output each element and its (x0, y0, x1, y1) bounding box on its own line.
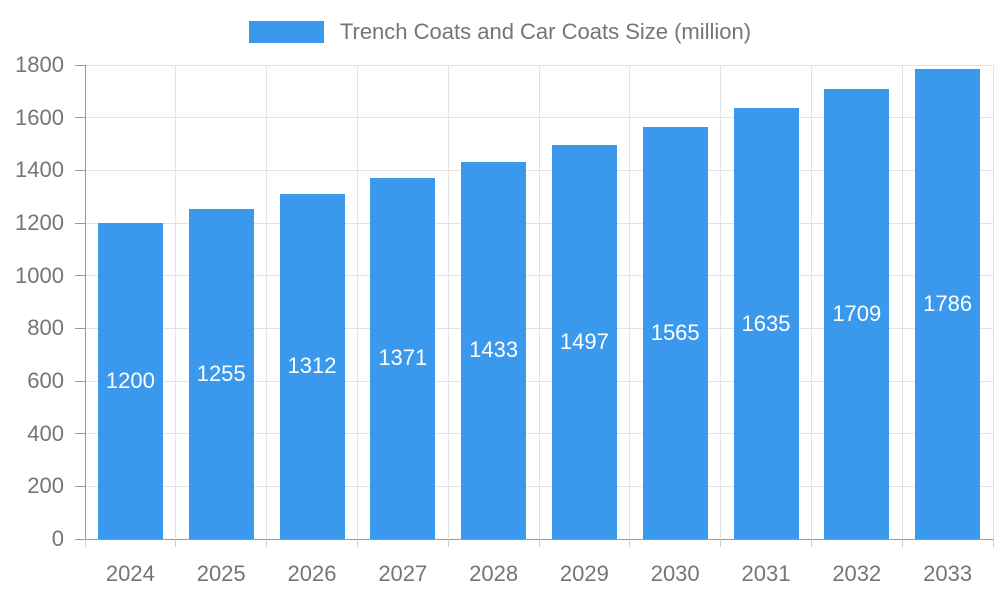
y-axis-label: 1000 (15, 262, 64, 288)
bar-value-label: 1786 (923, 290, 973, 316)
bar[interactable]: 1709 (824, 88, 890, 539)
x-gridline (901, 65, 903, 539)
y-axis-label: 1800 (15, 52, 64, 77)
legend-item[interactable]: Trench Coats and Car Coats Size (million… (0, 21, 1000, 43)
x-axis-tick (538, 539, 540, 547)
x-axis-label: 2032 (832, 561, 882, 586)
bar-value-label: 1312 (287, 353, 337, 379)
y-axis-line (85, 65, 86, 539)
x-gridline (629, 65, 631, 539)
y-axis-label: 600 (27, 368, 64, 393)
y-axis-label: 800 (27, 315, 64, 341)
x-axis-label: 2033 (923, 561, 973, 586)
x-gridline (356, 65, 358, 539)
x-axis-line (85, 539, 994, 540)
y-axis-tick (75, 117, 85, 119)
x-axis-label: 2027 (378, 561, 428, 586)
x-axis-tick (992, 539, 994, 547)
x-axis-tick (629, 539, 631, 547)
bar[interactable]: 1371 (370, 177, 436, 539)
bar-value-label: 1200 (105, 368, 155, 393)
x-axis-label: 2028 (469, 561, 519, 586)
bar-value-label: 1709 (832, 300, 882, 326)
x-gridline (992, 65, 994, 539)
x-axis-label: 2030 (650, 561, 700, 586)
y-axis-tick (75, 433, 85, 435)
bar[interactable]: 1786 (915, 68, 981, 539)
y-axis-label: 0 (51, 526, 64, 551)
bar-value-label: 1565 (650, 319, 700, 345)
x-axis-label: 2026 (287, 561, 337, 586)
y-axis-tick (75, 222, 85, 224)
bar[interactable]: 1565 (642, 126, 708, 539)
y-axis-tick (75, 380, 85, 382)
x-axis-label: 2025 (196, 561, 246, 586)
bar[interactable]: 1433 (461, 161, 527, 539)
x-gridline (810, 65, 812, 539)
x-axis-tick (447, 539, 449, 547)
x-gridline (266, 65, 268, 539)
x-axis-tick (266, 539, 268, 547)
y-axis-tick (75, 275, 85, 277)
bar[interactable]: 1255 (188, 208, 254, 539)
y-axis-label: 400 (27, 420, 64, 446)
y-axis-tick (75, 169, 85, 171)
y-axis-label: 1200 (15, 210, 64, 235)
y-axis-label: 200 (27, 473, 64, 499)
x-axis-tick (720, 539, 722, 547)
x-gridline (538, 65, 540, 539)
y-axis-label: 1400 (15, 157, 64, 183)
x-axis-label: 2029 (559, 561, 609, 586)
bar[interactable]: 1497 (551, 144, 617, 539)
plot-area: 1200 1255 1312 1371 1433 1497 1565 1635 1709 1786 (85, 64, 994, 539)
x-gridline (720, 65, 722, 539)
y-axis-tick (75, 485, 85, 487)
x-axis-tick (810, 539, 812, 547)
bar-value-label: 1433 (469, 337, 519, 363)
bar-value-label: 1497 (559, 328, 609, 354)
x-axis-label: 2024 (105, 561, 155, 586)
legend-swatch-icon (248, 21, 324, 43)
x-axis-tick (175, 539, 177, 547)
y-axis-tick (75, 64, 85, 66)
y-axis-tick (75, 327, 85, 329)
bar-value-label: 1635 (741, 310, 791, 336)
x-gridline (175, 65, 177, 539)
y-axis-tick (75, 538, 85, 540)
x-axis-tick (901, 539, 903, 547)
bar[interactable]: 1200 (97, 223, 163, 539)
x-axis-label: 2031 (741, 561, 791, 586)
bar[interactable]: 1312 (279, 193, 345, 539)
bar-value-label: 1371 (378, 345, 428, 371)
bar[interactable]: 1635 (733, 108, 799, 539)
x-gridline (447, 65, 449, 539)
bar-value-label: 1255 (196, 360, 246, 386)
x-axis-tick (84, 539, 86, 547)
legend-label: Trench Coats and Car Coats Size (million… (339, 19, 752, 44)
y-axis-label: 1600 (15, 104, 64, 130)
x-axis-tick (356, 539, 358, 547)
